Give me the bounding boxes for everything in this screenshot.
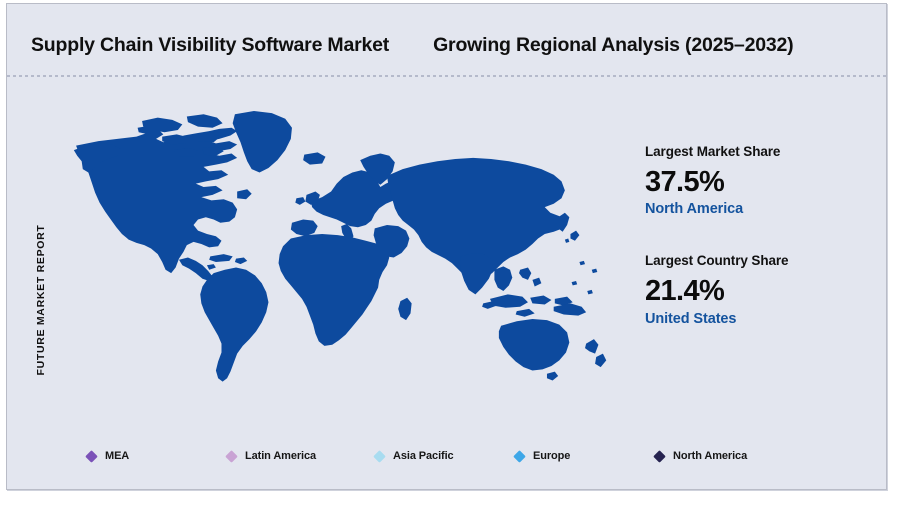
europe-landmass	[310, 170, 404, 228]
stat-label: Largest Market Share	[645, 144, 781, 159]
iberia-landmass	[290, 219, 318, 237]
indonesia-islands	[482, 294, 573, 317]
japan-landmass	[555, 212, 580, 241]
greenland-landmass	[232, 110, 292, 173]
legend-label: Latin America	[245, 450, 317, 462]
new-zealand-landmass	[585, 339, 607, 368]
philippines-islands	[519, 267, 542, 287]
southeast-asia-landmass	[494, 266, 513, 292]
british-isles-landmass	[295, 191, 320, 205]
middle-east-landmass	[373, 225, 410, 258]
legend-marker-icon	[85, 449, 98, 463]
africa-landmass	[278, 233, 390, 346]
australia-landmass	[498, 318, 570, 371]
legend-item-latin-america: Latin America	[225, 449, 317, 463]
map-landmass-group	[73, 110, 607, 382]
header: Supply Chain Visibility Software Market …	[7, 4, 886, 75]
south-america-landmass	[200, 267, 269, 382]
legend-label: Asia Pacific	[393, 450, 454, 462]
world-map-svg	[73, 110, 607, 382]
north-america-landmass	[76, 127, 238, 274]
iceland-landmass	[303, 152, 326, 165]
stat-largest-country-share: Largest Country Share 21.4% United State…	[645, 253, 870, 326]
canadian-arctic-islands	[137, 114, 224, 157]
tasmania-landmass	[546, 371, 559, 381]
legend-item-asia-pacific: Asia Pacific	[373, 449, 454, 463]
header-title-row: Supply Chain Visibility Software Market …	[31, 34, 872, 57]
stat-label: Largest Country Share	[645, 253, 789, 269]
world-map	[69, 102, 629, 404]
new-guinea-landmass	[553, 303, 587, 316]
legend-item-north-america: North America	[653, 449, 748, 463]
legend-label: North America	[673, 450, 748, 462]
newfoundland-landmass	[237, 189, 252, 200]
madagascar-landmass	[398, 297, 412, 321]
stat-value: 37.5%	[645, 166, 725, 198]
pacific-islands	[564, 238, 598, 295]
page-subtitle: Growing Regional Analysis (2025–2032)	[433, 34, 794, 56]
legend-marker-icon	[653, 449, 666, 463]
stat-region: North America	[645, 201, 744, 218]
legend-label: Europe	[533, 450, 571, 462]
india-landmass	[459, 253, 494, 295]
stat-region: United States	[645, 310, 737, 327]
legend-marker-icon	[225, 449, 238, 463]
brand-vertical-label: FUTURE MARKET REPORT	[35, 224, 47, 376]
stat-value: 21.4%	[645, 275, 725, 308]
alaska-landmass	[73, 143, 121, 173]
scandinavia-landmass	[360, 153, 395, 185]
legend-marker-icon	[513, 449, 526, 463]
legend-label: MEA	[105, 450, 130, 462]
stat-largest-market-share: Largest Market Share 37.5% North America	[645, 144, 870, 217]
stats-panel: Largest Market Share 37.5% North America…	[645, 144, 870, 327]
page-title: Supply Chain Visibility Software Market	[31, 34, 390, 56]
infographic-panel: Supply Chain Visibility Software Market …	[6, 3, 887, 490]
asia-landmass	[387, 157, 566, 280]
legend-item-europe: Europe	[513, 449, 571, 463]
caribbean-islands	[206, 254, 248, 270]
map-legend: MEA Latin America Asia Pacific Europe No…	[85, 449, 787, 472]
legend-item-mea: MEA	[85, 449, 130, 463]
header-divider	[7, 75, 886, 77]
central-america-landmass	[178, 257, 213, 281]
legend-marker-icon	[373, 449, 386, 463]
